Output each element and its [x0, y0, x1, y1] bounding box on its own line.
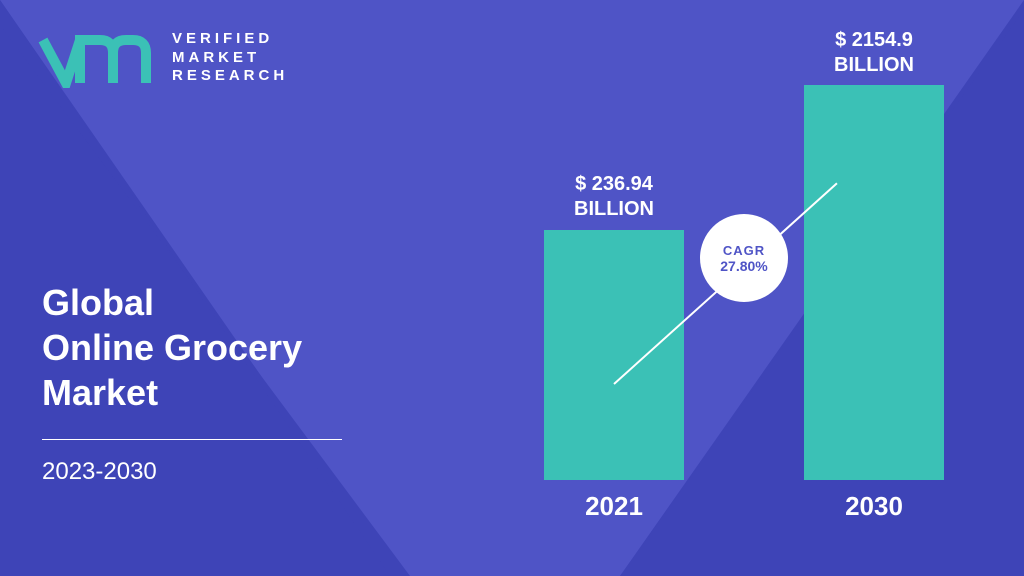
market-title: Global Online Grocery Market — [42, 280, 342, 415]
bar-2021-amount: $ 236.94 — [544, 172, 684, 197]
bar-2030-year: 2030 — [804, 491, 944, 522]
cagr-badge: CAGR 27.80% — [700, 214, 788, 302]
bar-2030 — [804, 85, 944, 480]
bar-2021-unit: BILLION — [544, 197, 684, 222]
forecast-period: 2023-2030 — [42, 458, 342, 486]
bar-2030-value: $ 2154.9 BILLION — [804, 28, 944, 78]
bar-2021-value: $ 236.94 BILLION — [544, 172, 684, 222]
title-line1: Global — [42, 280, 342, 325]
title-divider — [42, 439, 342, 440]
brand-line3: RESEARCH — [172, 67, 288, 86]
brand-line2: MARKET — [172, 49, 288, 68]
bar-2021-year: 2021 — [544, 491, 684, 522]
bar-2021 — [544, 230, 684, 480]
bar-2030-unit: BILLION — [804, 53, 944, 78]
brand-logo: VERIFIED MARKET RESEARCH — [38, 28, 288, 88]
title-line2: Online Grocery — [42, 325, 342, 370]
cagr-label: CAGR — [723, 243, 765, 258]
brand-line1: VERIFIED — [172, 30, 288, 49]
bar-2030-amount: $ 2154.9 — [804, 28, 944, 53]
market-bar-chart: $ 236.94 BILLION 2021 $ 2154.9 BILLION 2… — [544, 20, 964, 540]
cagr-value: 27.80% — [720, 258, 767, 274]
vmr-logo-icon — [38, 28, 158, 88]
title-block: Global Online Grocery Market 2023-2030 — [42, 280, 342, 486]
brand-text: VERIFIED MARKET RESEARCH — [172, 30, 288, 86]
title-line3: Market — [42, 370, 342, 415]
